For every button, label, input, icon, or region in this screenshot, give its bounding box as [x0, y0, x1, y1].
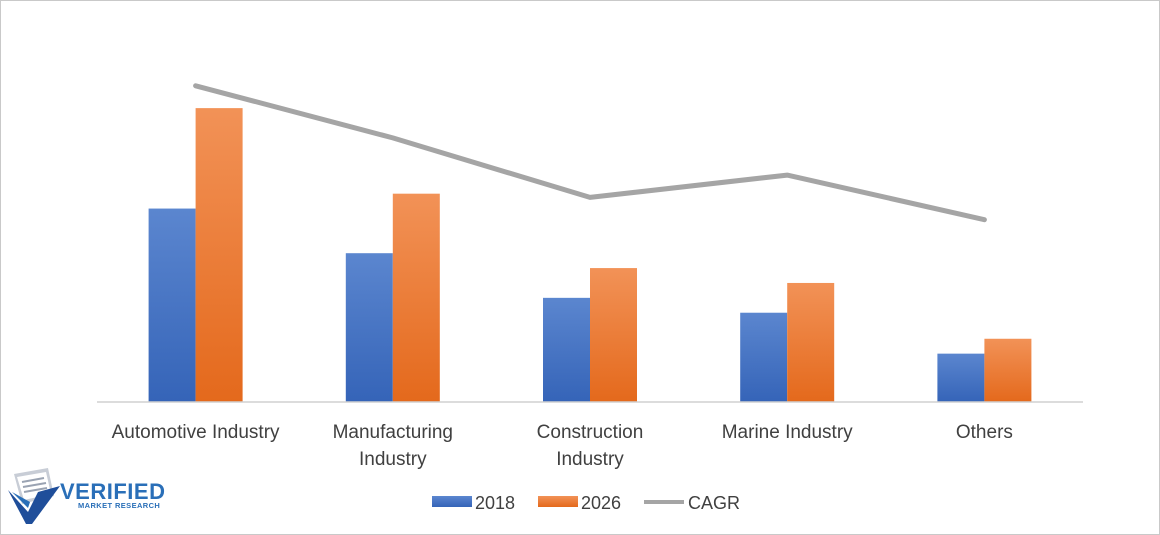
logo-name: VERIFIED	[60, 479, 165, 504]
category-label-construction-industry: Construction Industry	[537, 422, 644, 470]
legend-label-cagr: CAGR	[688, 493, 740, 513]
legend-swatch-2018	[432, 496, 472, 507]
legend-label-2018: 2018	[475, 493, 515, 513]
bar-2026-others	[984, 338, 1032, 402]
legend-item-cagr: CAGR	[644, 493, 740, 513]
legend-item-2018: 2018	[432, 493, 515, 513]
category-label-automotive-industry: Automotive Industry	[112, 422, 280, 443]
legend: 2018 2026 CAGR	[432, 493, 740, 513]
bar-2018-others	[937, 353, 985, 402]
verified-market-research-logo: VERIFIED MARKET RESEARCH	[8, 468, 165, 524]
cagr-line-layer	[193, 83, 987, 223]
line-cagr	[193, 83, 987, 223]
legend-swatch-2026	[538, 496, 578, 507]
legend-label-2026: 2026	[581, 493, 621, 513]
category-label-others: Others	[956, 422, 1013, 443]
bar-2018-marine-industry	[740, 312, 788, 402]
category-label-marine-industry: Marine Industry	[722, 422, 853, 443]
bar-2026-construction-industry	[590, 268, 637, 402]
bar-2026-marine-industry	[787, 282, 835, 402]
category-label-manufacturing-industry: Manufacturing Industry	[333, 422, 453, 470]
bar-2018-construction-industry	[543, 297, 590, 402]
logo-tagline: MARKET RESEARCH	[78, 501, 160, 510]
logo-mark-icon	[8, 468, 60, 524]
category-labels: Automotive Industry Manufacturing Industry…	[112, 422, 1013, 470]
bar-2026-manufacturing-industry	[392, 193, 440, 402]
bar-2018-manufacturing-industry	[345, 253, 393, 402]
legend-item-2026: 2026	[538, 493, 621, 513]
bar-2018-automotive-industry	[148, 208, 196, 402]
bar-2026-automotive-industry	[195, 108, 243, 403]
bars-layer	[148, 108, 1032, 403]
